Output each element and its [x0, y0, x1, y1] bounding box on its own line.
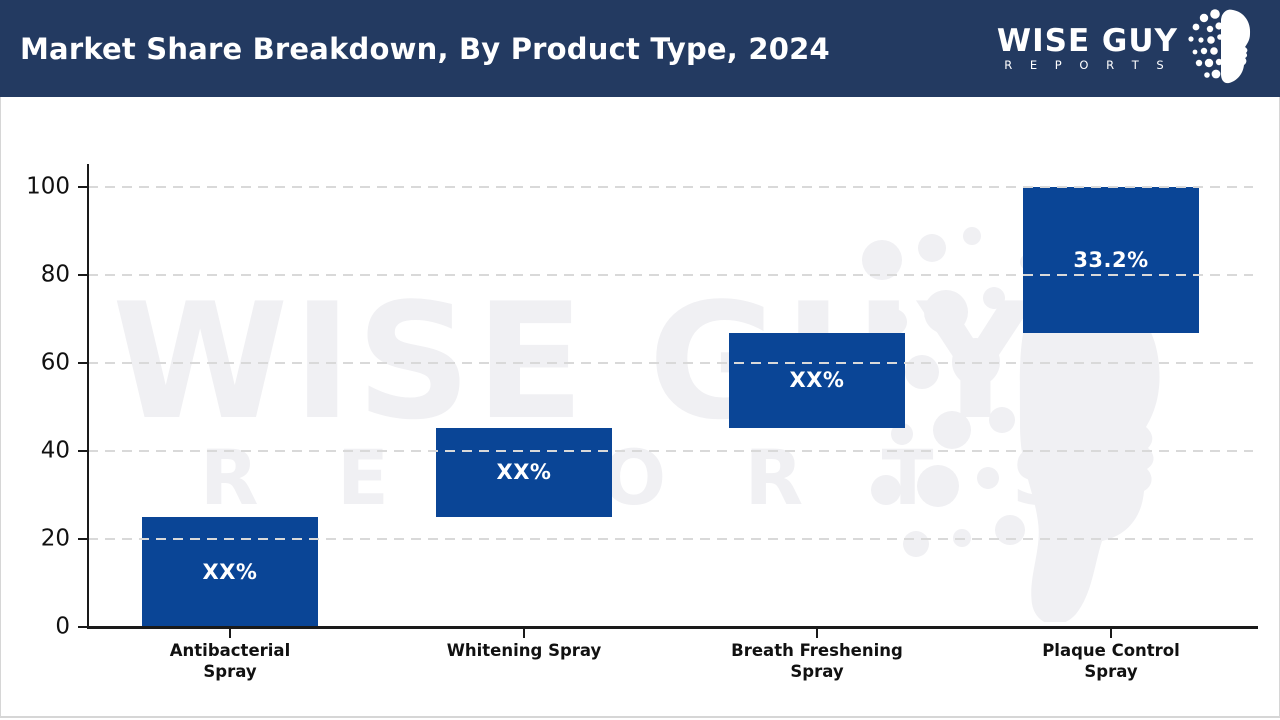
y-tick-label-40: 40 — [40, 437, 70, 464]
x-label-plaque-control-spray: Plaque Control Spray — [1042, 641, 1180, 682]
logo-name: WISE GUY — [996, 22, 1178, 59]
x-tick-1 — [229, 629, 231, 638]
bar-antibacterial-spray: XX% — [142, 517, 318, 627]
page-border-bottom — [0, 716, 1280, 718]
y-tick-label-60: 60 — [40, 349, 70, 376]
gridline-60 — [88, 362, 1253, 364]
logo-head-icon — [1188, 8, 1251, 83]
x-label-line: Whitening Spray — [446, 641, 602, 660]
page-title: Market Share Breakdown, By Product Type,… — [20, 31, 830, 66]
y-tick-100 — [78, 186, 88, 188]
y-tick-40 — [78, 450, 88, 452]
bar-plaque-control-spray: 33.2% — [1023, 187, 1199, 334]
gridline-40 — [88, 450, 1253, 452]
y-tick-label-0: 0 — [55, 613, 70, 640]
x-label-whitening-spray: Whitening Spray — [447, 641, 602, 662]
gridline-20 — [88, 538, 1253, 540]
watermark-head-icon — [862, 227, 1160, 622]
logo-text: WISE GUY R E P O R T S — [996, 22, 1178, 72]
x-label-line: Antibacterial — [169, 641, 291, 660]
bar-value-label: XX% — [202, 560, 258, 584]
x-axis-line — [87, 626, 1258, 629]
x-tick-4 — [1110, 629, 1112, 638]
x-tick-2 — [523, 629, 525, 638]
x-label-line: Spray — [203, 661, 257, 681]
y-tick-80 — [78, 274, 88, 276]
bar-value-label: XX% — [496, 460, 552, 485]
y-tick-label-80: 80 — [40, 261, 70, 288]
bar-whitening-spray: XX% — [436, 427, 612, 517]
wise-guy-logo: WISE GUY R E P O R T S — [997, 7, 1254, 91]
x-label-breath-freshening-spray: Breath Freshening Spray — [731, 641, 903, 682]
y-axis-line — [87, 164, 89, 628]
bar-breath-freshening-spray: XX% — [729, 333, 905, 428]
x-label-line: Breath Freshening — [731, 641, 903, 660]
x-label-antibacterial-spray: Antibacterial Spray — [170, 641, 290, 682]
gridline-100 — [88, 186, 1253, 188]
logo-subtitle: R E P O R T S — [1004, 57, 1171, 72]
bar-value-label: 33.2% — [1073, 248, 1149, 273]
header: Market Share Breakdown, By Product Type,… — [0, 0, 1280, 97]
gridline-80 — [88, 274, 1253, 276]
x-label-line: Spray — [1084, 661, 1138, 681]
page-border-left — [0, 97, 1, 718]
y-tick-label-100: 100 — [26, 173, 70, 200]
x-label-line: Plaque Control — [1042, 641, 1180, 660]
y-tick-20 — [78, 538, 88, 540]
x-label-line: Spray — [790, 661, 844, 681]
y-tick-label-20: 20 — [40, 525, 70, 552]
y-tick-0 — [78, 626, 88, 628]
bar-value-label: XX% — [789, 368, 845, 393]
x-tick-3 — [816, 629, 818, 638]
y-tick-60 — [78, 362, 88, 364]
